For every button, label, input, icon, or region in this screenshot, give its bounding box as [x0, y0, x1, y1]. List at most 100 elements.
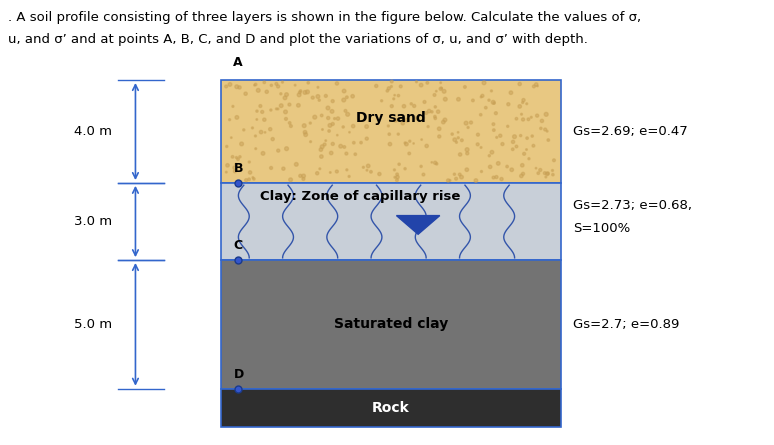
Point [531, 112, 543, 119]
Point [343, 173, 355, 180]
Text: C: C [234, 239, 243, 252]
Point [422, 123, 434, 130]
Point [518, 150, 530, 158]
Point [230, 161, 242, 168]
Point [515, 132, 527, 139]
Point [502, 123, 514, 130]
Point [495, 175, 508, 182]
Point [392, 92, 405, 99]
Point [434, 85, 447, 93]
Point [483, 97, 495, 104]
Point [297, 175, 310, 182]
Point [491, 134, 503, 141]
Text: . A soil profile consisting of three layers is shown in the figure below. Calcul: . A soil profile consisting of three lay… [8, 11, 641, 24]
Point [527, 142, 539, 149]
Point [490, 174, 502, 181]
Point [430, 88, 443, 95]
Point [534, 166, 546, 174]
Point [530, 81, 543, 88]
Point [502, 101, 515, 108]
Point [383, 131, 396, 138]
Point [393, 161, 406, 168]
Point [401, 117, 413, 124]
Point [525, 113, 537, 121]
Point [233, 84, 245, 91]
Text: D: D [234, 368, 244, 380]
Point [297, 172, 310, 179]
Point [433, 133, 446, 140]
Point [293, 89, 306, 96]
Point [391, 171, 403, 178]
Point [389, 117, 402, 124]
Point [475, 168, 488, 175]
Point [290, 161, 303, 168]
Point [221, 143, 233, 150]
Point [259, 116, 271, 123]
Point [327, 97, 339, 105]
Point [429, 159, 441, 166]
Point [289, 81, 301, 89]
Point [392, 174, 404, 181]
Point [415, 163, 427, 170]
Point [311, 170, 324, 177]
Point [448, 170, 461, 178]
Point [256, 108, 269, 115]
Point [461, 146, 473, 153]
Point [349, 151, 361, 158]
Point [272, 83, 284, 90]
Point [486, 149, 498, 156]
Point [324, 122, 336, 129]
Point [395, 83, 407, 90]
Point [542, 137, 554, 144]
Point [420, 142, 433, 150]
Point [389, 174, 401, 181]
Point [354, 139, 367, 146]
Point [249, 81, 262, 88]
Point [261, 88, 273, 95]
Point [227, 103, 239, 110]
Point [541, 170, 553, 177]
Point [249, 145, 262, 152]
Point [459, 83, 471, 90]
Point [347, 122, 359, 129]
Point [455, 174, 467, 181]
Point [365, 168, 377, 175]
Point [225, 134, 238, 141]
Point [332, 115, 344, 122]
Point [536, 117, 548, 125]
Point [302, 79, 314, 86]
Point [370, 82, 382, 89]
Point [399, 165, 411, 172]
Point [251, 108, 263, 115]
Point [243, 176, 255, 183]
Point [444, 177, 456, 184]
Point [320, 137, 332, 144]
Text: S=100%: S=100% [573, 222, 630, 235]
Point [517, 97, 529, 104]
Point [248, 82, 261, 89]
Point [526, 133, 539, 140]
Bar [221, 80, 561, 183]
Point [338, 88, 351, 95]
Point [540, 111, 553, 118]
Point [521, 134, 533, 142]
Point [300, 131, 312, 138]
Polygon shape [396, 215, 440, 234]
Point [280, 91, 293, 98]
Point [496, 141, 509, 148]
Point [403, 138, 416, 145]
Point [467, 97, 479, 104]
Point [276, 79, 289, 86]
Point [520, 146, 533, 153]
Point [320, 93, 332, 100]
Point [316, 143, 328, 150]
Point [220, 83, 232, 90]
Text: 4.0 m: 4.0 m [74, 125, 112, 138]
Point [275, 102, 287, 109]
Point [530, 165, 543, 172]
Point [317, 126, 329, 133]
Point [428, 91, 440, 98]
Point [331, 132, 344, 139]
Point [439, 96, 451, 103]
Point [505, 89, 517, 96]
